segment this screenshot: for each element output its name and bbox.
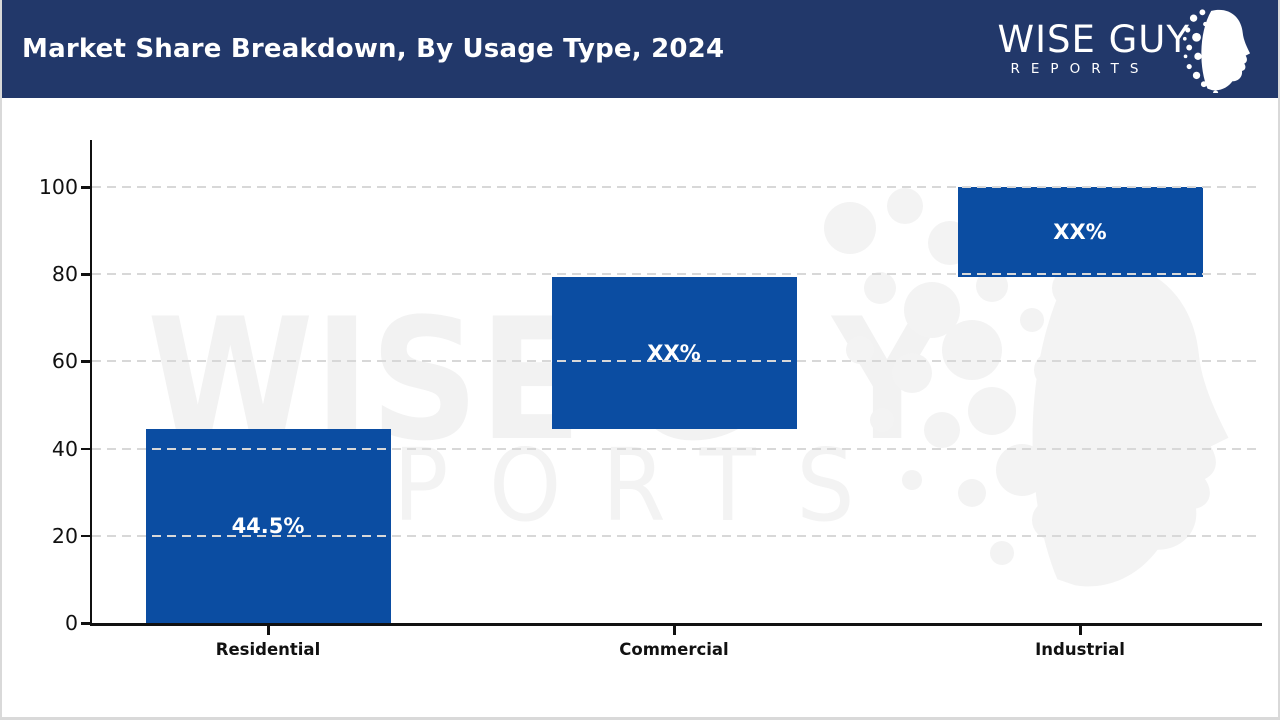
logo-text-wise-guy: WISE GUY [997,18,1190,61]
bar-industrial: XX% [957,187,1203,277]
y-axis-tick [81,447,90,451]
gridline [92,186,1262,188]
wise-guy-reports-logo: WISE GUY REPORTS [998,5,1264,93]
y-axis-tick-label: 20 [51,523,78,548]
bar-residential: 44.5% [145,428,391,623]
bar-value-label: XX% [1053,219,1107,244]
x-category-label-commercial: Commercial [619,640,729,659]
y-axis-tick [81,622,90,625]
y-axis-tick-label: 100 [38,175,78,199]
gridline [92,273,1262,276]
y-axis-tick [81,273,90,276]
logo-wordmark: WISE GUY REPORTS [998,21,1190,77]
y-axis-tick [81,186,90,189]
y-axis-tick-label: 0 [64,611,78,635]
x-category-label-industrial: Industrial [1035,640,1125,659]
bar-value-label: 44.5% [231,513,305,538]
logo-text-reports: REPORTS [1010,61,1150,77]
watermark-head-icon [824,188,1229,587]
gridline [92,360,1262,363]
x-category-label-residential: Residential [215,640,321,659]
x-axis-tick [267,626,270,635]
y-axis-tick-label: 60 [51,349,78,374]
page-title: Market Share Breakdown, By Usage Type, 2… [22,34,725,64]
x-axis-tick [1079,626,1082,635]
y-axis-tick-label: 40 [51,436,78,461]
y-axis-tick-label: 80 [51,262,78,287]
y-axis-tick [81,360,90,363]
logo-head-icon [1182,9,1251,93]
bar-commercial: XX% [551,277,797,429]
header-bar: Market Share Breakdown, By Usage Type, 2… [2,0,1278,98]
gridline [92,447,1262,450]
y-axis-tick [81,534,90,538]
plot-area: 0 20 40 60 80 100 44.5% Residential XX% Commercia… [39,140,1262,659]
gridline [92,534,1262,537]
x-axis-tick [673,626,676,635]
